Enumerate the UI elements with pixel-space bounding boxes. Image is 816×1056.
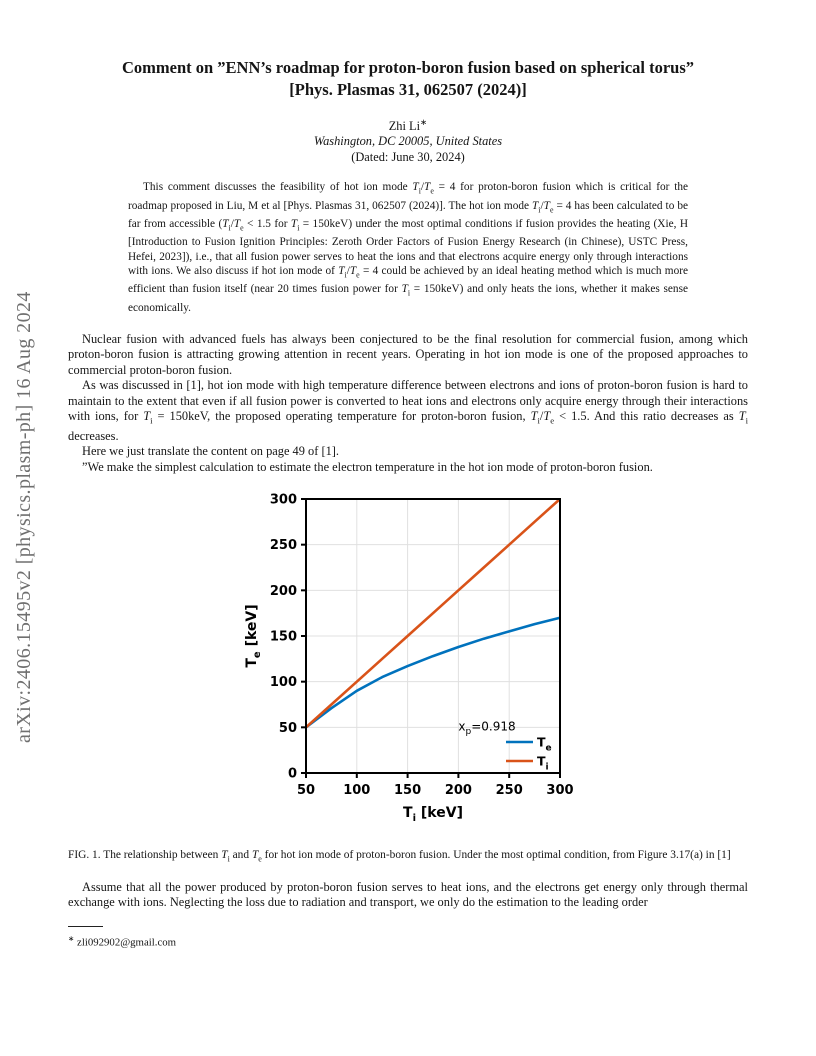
footnote: ∗ zli092902@gmail.com: [68, 934, 748, 949]
legend-label-0: Te: [537, 735, 552, 754]
footnote-marker: ∗: [68, 933, 75, 943]
paragraph-translate: Here we just translate the content on pa…: [82, 444, 340, 459]
author-name: Zhi Li∗: [388, 117, 428, 134]
y-tick-label: 300: [270, 493, 297, 508]
x-tick-label: 100: [343, 783, 370, 798]
y-axis-label: Te [keV]: [244, 604, 263, 667]
y-tick-label: 200: [270, 584, 297, 599]
author-footnote-marker: ∗: [420, 117, 428, 127]
y-tick-label: 50: [279, 721, 297, 736]
abstract: This comment discusses the feasibility o…: [128, 181, 689, 314]
y-tick-label: 250: [270, 538, 297, 553]
paragraph-assume: Assume that all the power produced by pr…: [68, 880, 748, 910]
legend-label-1: Ti: [537, 754, 549, 773]
x-tick-label: 300: [546, 783, 573, 798]
paragraph-intro: Nuclear fusion with advanced fuels has a…: [68, 332, 748, 377]
y-tick-label: 100: [270, 675, 297, 690]
annotation-xp: xp=0.918: [458, 719, 515, 737]
footnote-rule: [68, 925, 103, 927]
y-tick-label: 150: [270, 630, 297, 645]
title-line-2: [Phys. Plasmas 31, 062507 (2024)]: [289, 79, 527, 99]
figure-1: 50 100 150 200 250 300 0 50 100 150 200 250 300 Ti [k…: [68, 489, 731, 867]
date-line: (Dated: June 30, 2024): [351, 150, 465, 165]
paragraph-quote: ”We make the simplest calculation to est…: [82, 459, 653, 474]
x-axis-label: Ti [keV]: [403, 805, 463, 824]
affiliation: Washington, DC 20005, United States: [313, 134, 503, 149]
y-tick-label: 0: [288, 767, 297, 782]
x-tick-label: 200: [445, 783, 472, 798]
x-tick-label: 250: [496, 783, 523, 798]
body-text-after-figure: Assume that all the power produced by pr…: [68, 880, 748, 911]
paper-content: Comment on ”ENN’s roadmap for proton-bor…: [68, 57, 748, 949]
line-chart: 50 100 150 200 250 300 0 50 100 150 200 250 300 Ti [k…: [242, 489, 574, 836]
series-line-0: [305, 616, 561, 729]
author-block: Zhi Li∗ Washington, DC 20005, United Sta…: [68, 115, 748, 165]
paragraph-discussion: As was discussed in [1], hot ion mode wi…: [68, 378, 749, 443]
x-tick-label: 50: [297, 783, 315, 798]
paper-title: Comment on ”ENN’s roadmap for proton-bor…: [68, 57, 748, 100]
body-text: Nuclear fusion with advanced fuels has a…: [68, 332, 748, 475]
footnote-email: zli092902@gmail.com: [77, 936, 177, 949]
title-line-1: Comment on ”ENN’s roadmap for proton-bor…: [121, 58, 695, 77]
arxiv-stamp: arXiv:2406.15495v2 [physics.plasm-ph] 16…: [13, 291, 35, 743]
figure-caption: FIG. 1. The relationship between Ti and …: [68, 849, 731, 864]
series-line-1: [305, 498, 561, 729]
x-tick-label: 150: [394, 783, 421, 798]
